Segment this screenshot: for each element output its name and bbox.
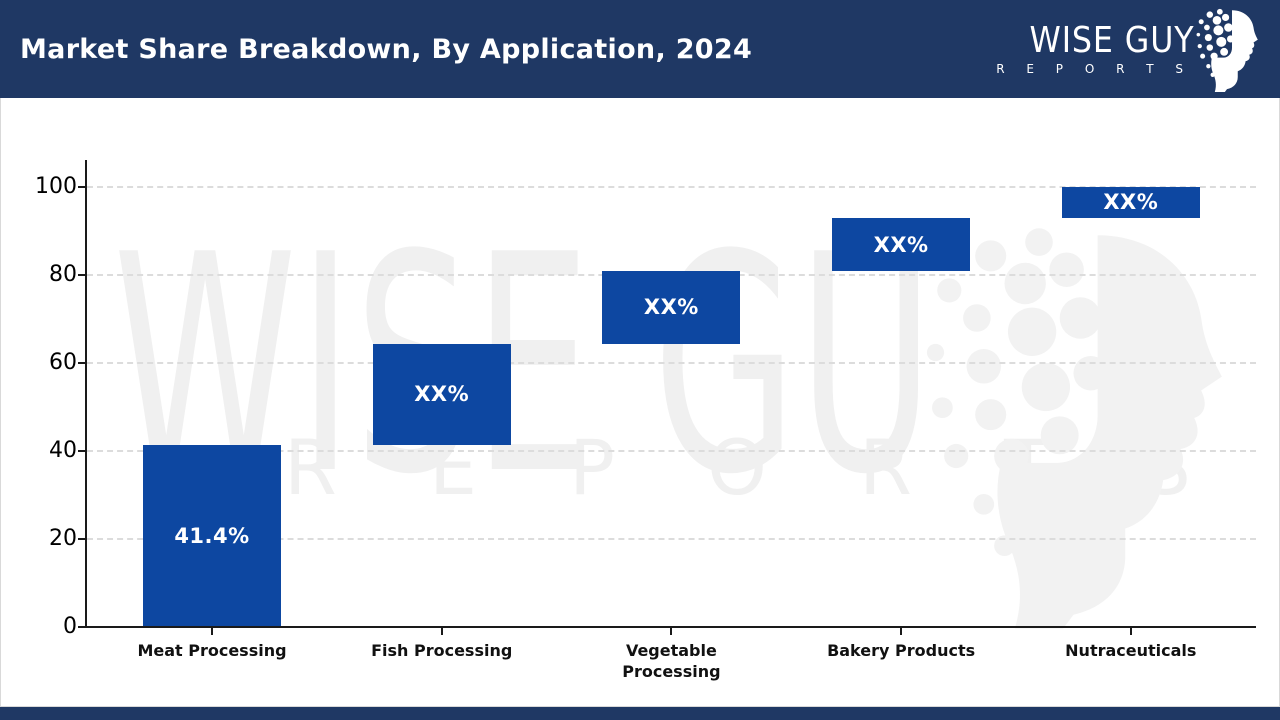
y-tick-label: 20: [49, 526, 77, 551]
y-tick-mark: [78, 626, 85, 628]
bar-nutraceuticals: XX%: [1061, 186, 1200, 219]
y-tick-mark: [78, 274, 85, 276]
x-axis-line: [85, 626, 1256, 628]
category-label: Nutraceuticals: [1065, 641, 1197, 660]
y-tick-mark: [78, 538, 85, 540]
brand-subname: R E P O R T S: [996, 61, 1192, 76]
category-label: Fish Processing: [371, 641, 513, 660]
bar-value-label: XX%: [873, 232, 929, 257]
y-tick-label: 100: [35, 174, 77, 199]
y-tick-label: 80: [49, 262, 77, 287]
x-tick-mark: [440, 628, 443, 635]
header-bar: Market Share Breakdown, By Application, …: [0, 0, 1280, 98]
chart-area: WISE GU R E P O R T S 0 20 40 60 80 100 41.4%…: [0, 98, 1280, 707]
bar-value-label: XX%: [1103, 190, 1159, 215]
x-tick-mark: [1129, 628, 1132, 635]
y-tick-label: 60: [49, 350, 77, 375]
y-tick-mark: [78, 186, 85, 188]
brand-name: WISE GUY: [1029, 19, 1194, 61]
y-tick-mark: [78, 362, 85, 364]
bar-fish-processing: XX%: [372, 343, 511, 445]
bar-value-label: 41.4%: [174, 523, 250, 548]
brand-logo-text: WISE GUY R E P O R T S: [996, 19, 1194, 76]
bar-bakery-products: XX%: [832, 218, 971, 272]
y-tick-label: 40: [49, 438, 77, 463]
gridline-60: [87, 362, 1256, 364]
y-tick-mark: [78, 450, 85, 452]
y-tick-label: 0: [63, 614, 77, 639]
category-label: Meat Processing: [137, 641, 287, 660]
brand-logo: WISE GUY R E P O R T S: [996, 6, 1266, 92]
category-label: Bakery Products: [827, 641, 976, 660]
x-tick-mark: [211, 628, 213, 635]
bar-value-label: XX%: [643, 295, 699, 320]
bar-vegetable-processing: XX%: [602, 271, 741, 344]
watermark-head-icon: [926, 228, 1222, 629]
y-axis-line: [85, 160, 87, 628]
gridline-20: [87, 538, 1256, 540]
watermark-layer: WISE GU R E P O R T S: [1, 98, 1279, 706]
x-tick-mark: [900, 628, 903, 635]
bar-meat-processing: 41.4%: [143, 444, 281, 627]
gridline-100: [87, 186, 1256, 188]
footer-bar: [0, 707, 1280, 720]
category-label: Vegetable Processing: [622, 641, 721, 681]
brand-head-icon: [1196, 8, 1258, 92]
bar-value-label: XX%: [414, 382, 470, 407]
page-title: Market Share Breakdown, By Application, …: [20, 33, 753, 65]
x-tick-mark: [670, 628, 673, 635]
gridline-40: [87, 450, 1256, 452]
